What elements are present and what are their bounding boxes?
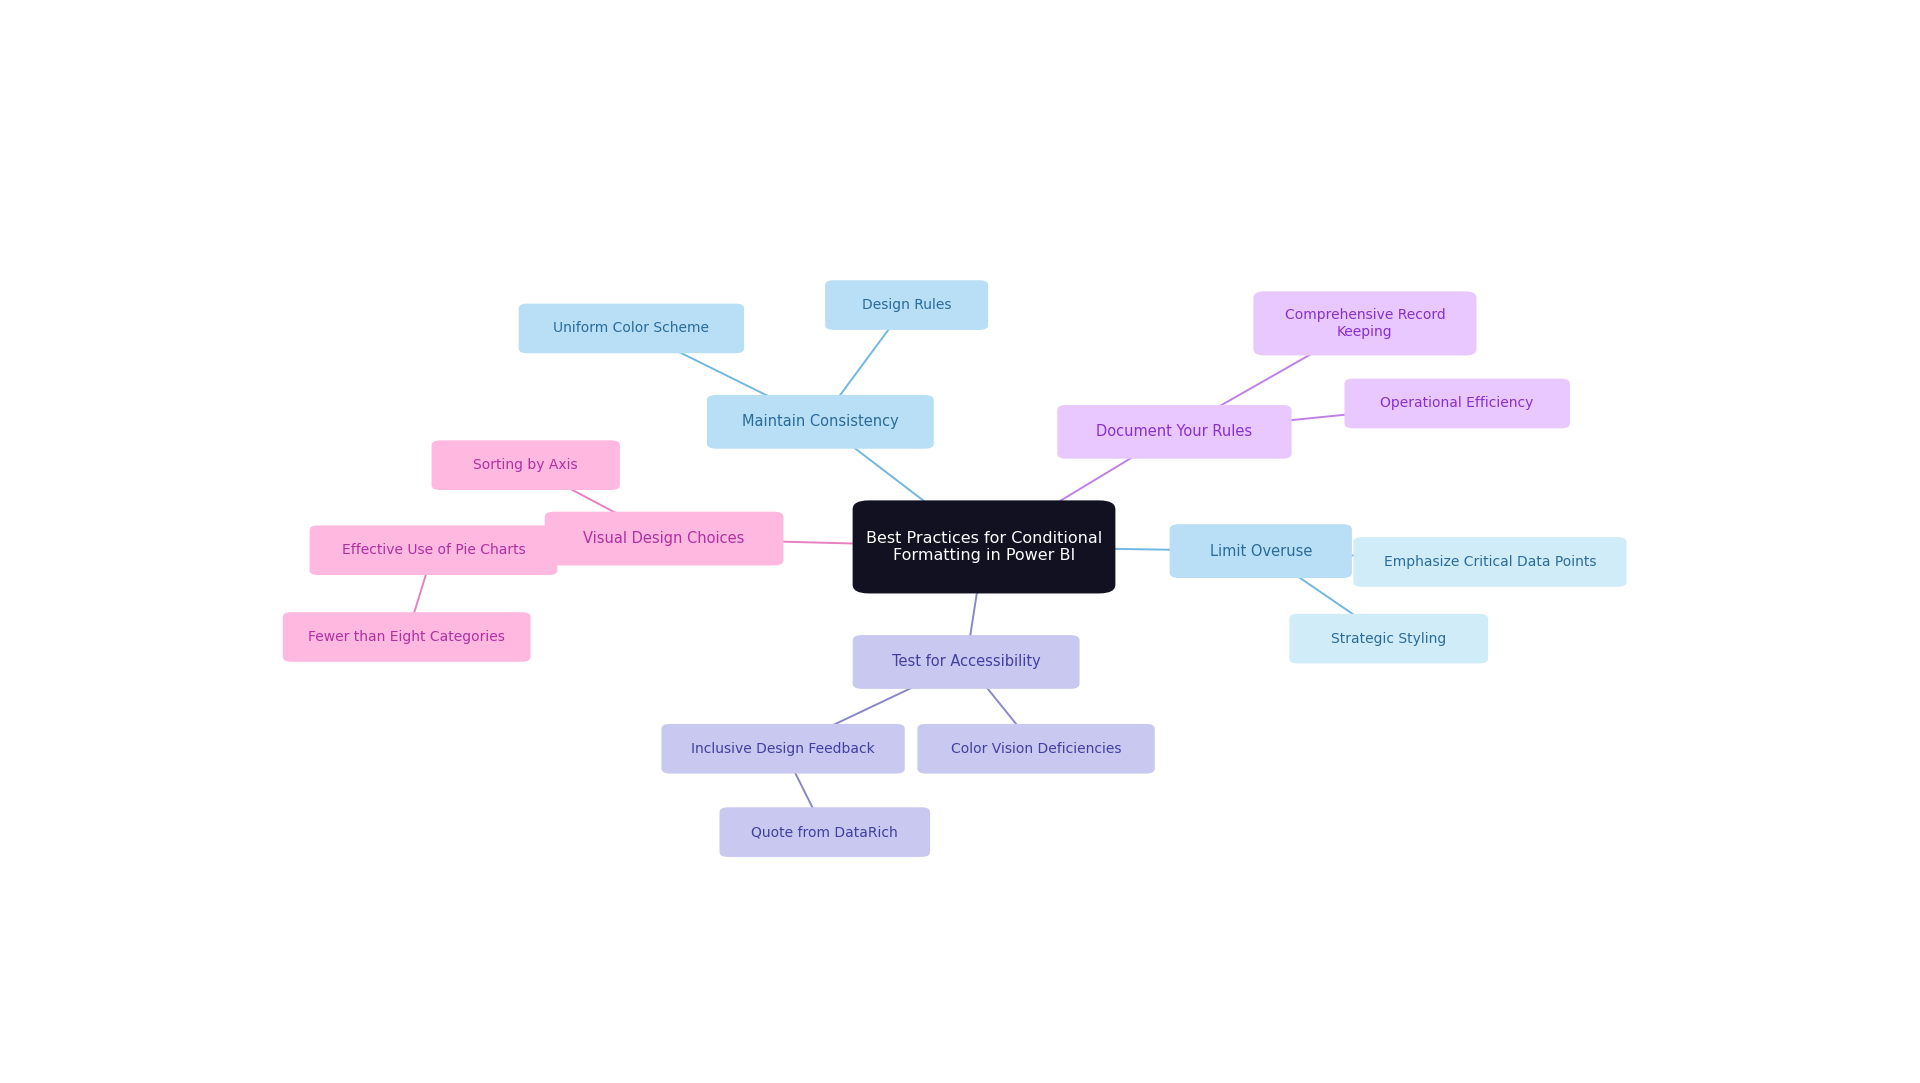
Text: Maintain Consistency: Maintain Consistency bbox=[741, 415, 899, 429]
FancyBboxPatch shape bbox=[545, 511, 783, 565]
Text: Visual Design Choices: Visual Design Choices bbox=[584, 531, 745, 546]
Text: Test for Accessibility: Test for Accessibility bbox=[891, 654, 1041, 669]
FancyBboxPatch shape bbox=[309, 525, 557, 575]
FancyBboxPatch shape bbox=[282, 612, 530, 662]
Text: Strategic Styling: Strategic Styling bbox=[1331, 631, 1446, 645]
Text: Limit Overuse: Limit Overuse bbox=[1210, 544, 1311, 559]
Text: Emphasize Critical Data Points: Emphasize Critical Data Points bbox=[1384, 554, 1596, 569]
FancyBboxPatch shape bbox=[1344, 379, 1571, 428]
Text: Effective Use of Pie Charts: Effective Use of Pie Charts bbox=[342, 544, 526, 558]
FancyBboxPatch shape bbox=[432, 441, 620, 490]
Text: Fewer than Eight Categories: Fewer than Eight Categories bbox=[309, 630, 505, 644]
FancyBboxPatch shape bbox=[852, 635, 1079, 689]
FancyBboxPatch shape bbox=[826, 280, 989, 330]
FancyBboxPatch shape bbox=[1058, 405, 1292, 459]
FancyBboxPatch shape bbox=[662, 723, 904, 773]
FancyBboxPatch shape bbox=[1290, 614, 1488, 664]
FancyBboxPatch shape bbox=[852, 500, 1116, 593]
Text: Quote from DataRich: Quote from DataRich bbox=[751, 825, 899, 839]
Text: Color Vision Deficiencies: Color Vision Deficiencies bbox=[950, 742, 1121, 756]
Text: Best Practices for Conditional
Formatting in Power BI: Best Practices for Conditional Formattin… bbox=[866, 531, 1102, 563]
Text: Uniform Color Scheme: Uniform Color Scheme bbox=[553, 322, 708, 336]
Text: Operational Efficiency: Operational Efficiency bbox=[1380, 396, 1534, 410]
FancyBboxPatch shape bbox=[1169, 524, 1352, 578]
FancyBboxPatch shape bbox=[720, 807, 929, 857]
Text: Inclusive Design Feedback: Inclusive Design Feedback bbox=[691, 742, 876, 756]
Text: Comprehensive Record
Keeping: Comprehensive Record Keeping bbox=[1284, 309, 1446, 339]
FancyBboxPatch shape bbox=[1254, 291, 1476, 355]
FancyBboxPatch shape bbox=[918, 723, 1154, 773]
FancyBboxPatch shape bbox=[707, 395, 933, 448]
Text: Document Your Rules: Document Your Rules bbox=[1096, 425, 1252, 440]
Text: Sorting by Axis: Sorting by Axis bbox=[474, 458, 578, 472]
Text: Design Rules: Design Rules bbox=[862, 298, 952, 312]
FancyBboxPatch shape bbox=[518, 303, 745, 353]
FancyBboxPatch shape bbox=[1354, 537, 1626, 587]
